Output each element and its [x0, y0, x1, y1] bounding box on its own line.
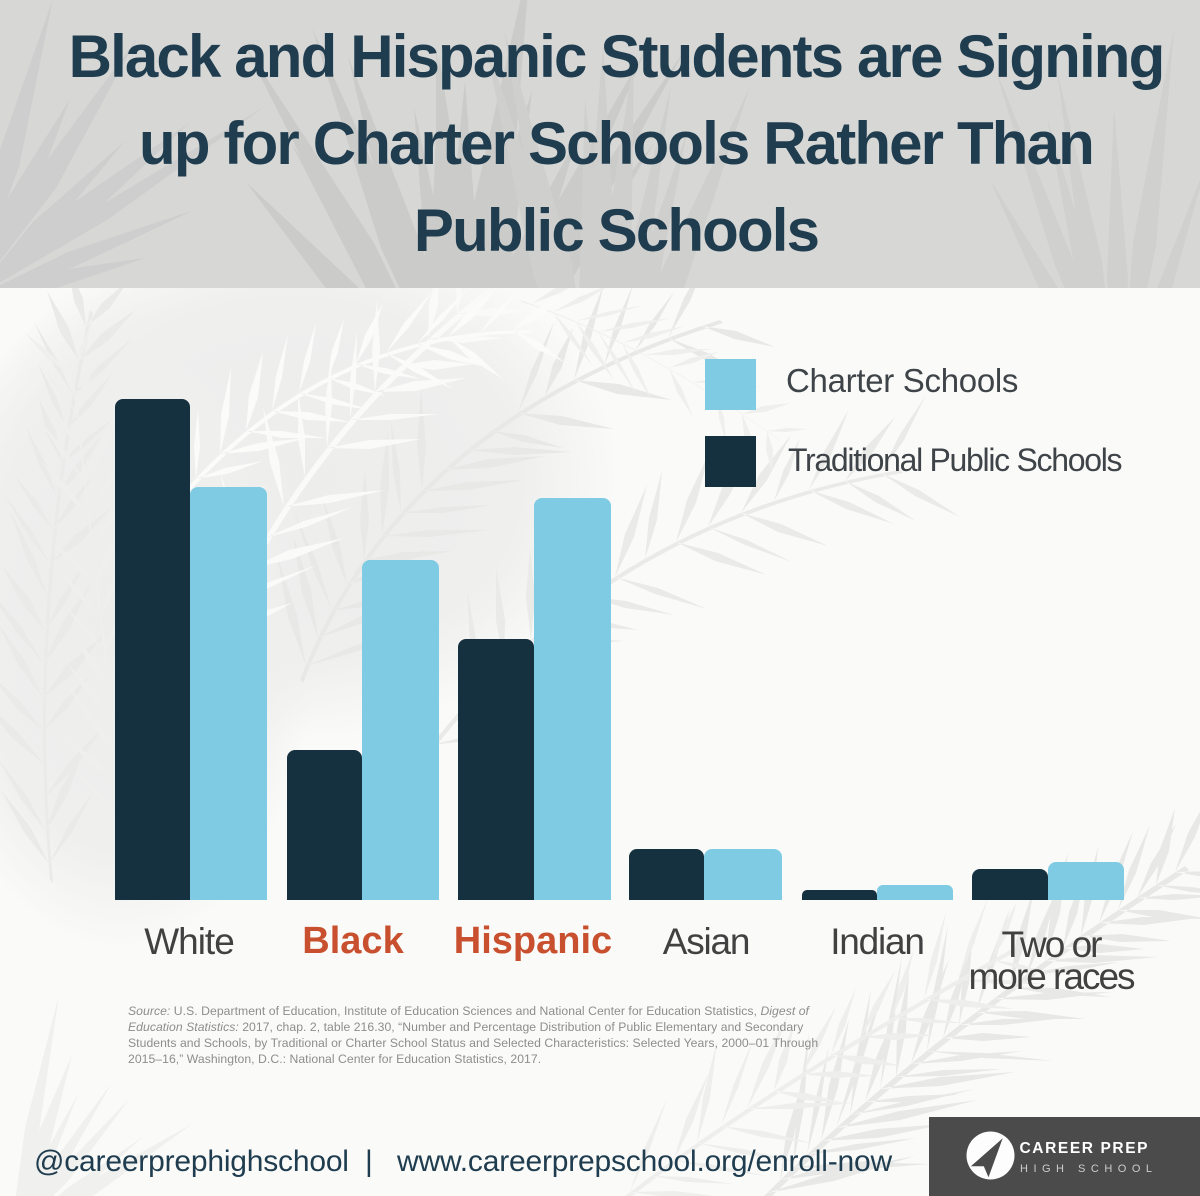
svg-text:HIGH SCHOOL: HIGH SCHOOL [1020, 1163, 1158, 1175]
svg-text:CAREER PREP: CAREER PREP [1020, 1140, 1150, 1157]
